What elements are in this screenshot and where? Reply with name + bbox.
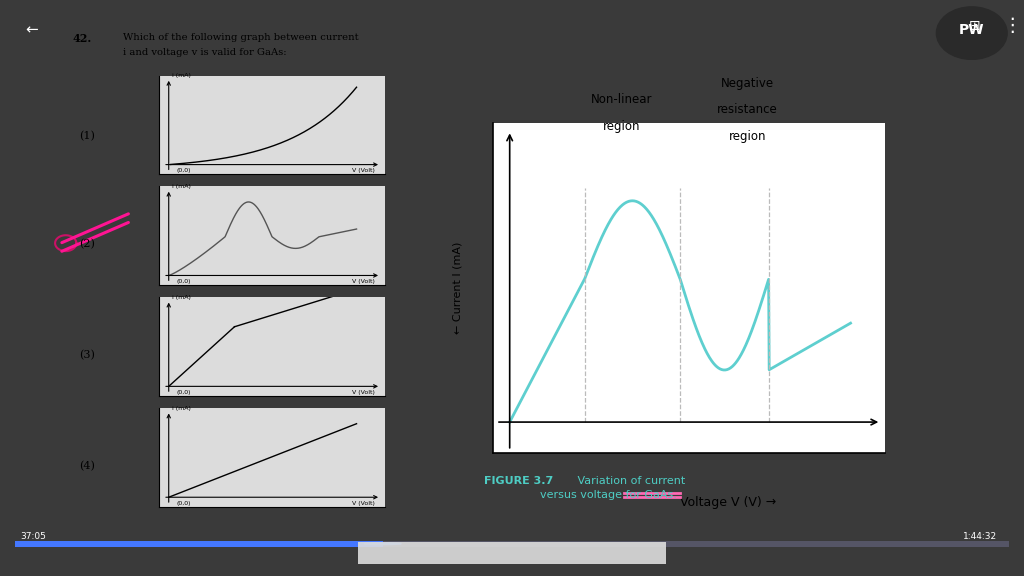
Text: (0,0): (0,0) (176, 279, 190, 284)
Text: PW: PW (959, 24, 984, 37)
Text: region: region (603, 120, 641, 132)
Text: i (mA): i (mA) (172, 295, 191, 300)
Text: i and voltage v is valid for GaAs:: i and voltage v is valid for GaAs: (123, 48, 287, 57)
Text: V (Volt): V (Volt) (352, 168, 376, 173)
Text: (0,0): (0,0) (176, 168, 190, 173)
Text: ⋮: ⋮ (1001, 17, 1022, 35)
Text: ⊞: ⊞ (969, 19, 981, 33)
Text: ←: ← (26, 22, 38, 38)
Text: 37:05: 37:05 (20, 532, 46, 541)
Text: (4): (4) (79, 461, 94, 471)
Text: 42.: 42. (72, 33, 91, 44)
Text: (0,0): (0,0) (176, 501, 190, 506)
Text: FIGURE 3.7: FIGURE 3.7 (483, 476, 553, 486)
Text: 1:44:32: 1:44:32 (963, 532, 996, 541)
Bar (358, 541, 666, 564)
Text: resistance: resistance (717, 103, 778, 116)
Text: Which of the following graph between current: Which of the following graph between cur… (123, 33, 358, 42)
Circle shape (936, 7, 1008, 59)
Bar (15, 541, 383, 547)
Text: Non-linear: Non-linear (591, 93, 652, 106)
Text: i (mA): i (mA) (172, 73, 191, 78)
Text: region: region (729, 130, 766, 142)
Text: V (Volt): V (Volt) (352, 390, 376, 395)
Text: (3): (3) (79, 350, 94, 361)
Text: Variation of current: Variation of current (573, 476, 685, 486)
Circle shape (365, 543, 401, 544)
Bar (15, 541, 1009, 547)
Text: i (mA): i (mA) (172, 184, 191, 189)
Text: Voltage V (V) →: Voltage V (V) → (680, 497, 776, 509)
Text: (1): (1) (79, 131, 94, 141)
Text: V (Volt): V (Volt) (352, 279, 376, 284)
Text: (0,0): (0,0) (176, 390, 190, 395)
Text: V (Volt): V (Volt) (352, 501, 376, 506)
Text: versus voltage for GaAs.: versus voltage for GaAs. (540, 490, 677, 500)
Text: i (mA): i (mA) (172, 406, 191, 411)
Text: ← Current I (mA): ← Current I (mA) (453, 242, 463, 334)
Text: (2): (2) (79, 239, 94, 249)
Text: Negative: Negative (721, 77, 774, 90)
